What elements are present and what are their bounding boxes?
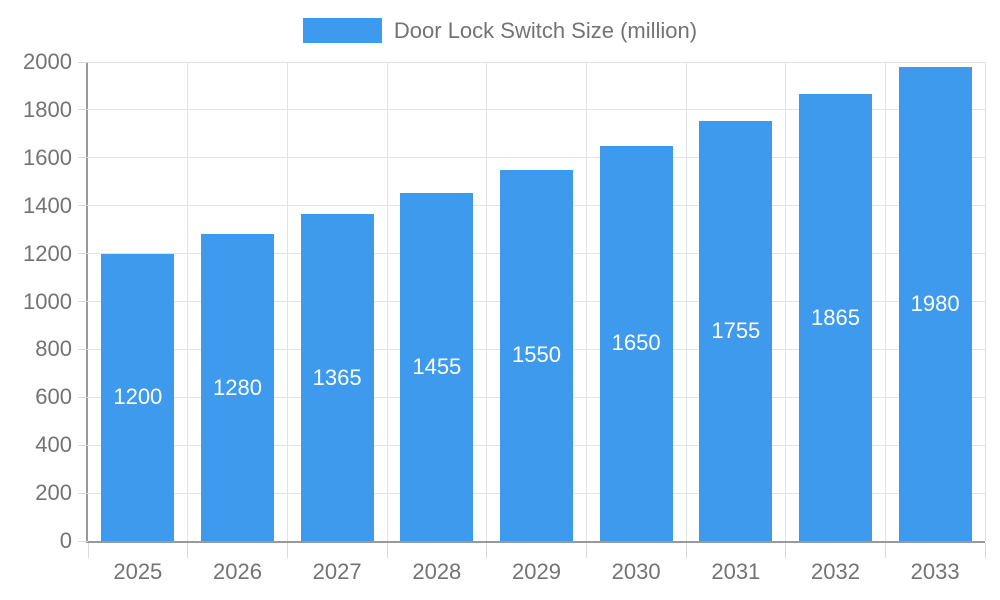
bar-value-label: 1650 [611,330,661,356]
x-gridline [984,62,986,541]
y-tick-mark [78,396,88,398]
y-tick-mark [78,540,88,542]
x-gridline [785,62,787,541]
bar-value-label: 1755 [711,317,761,343]
y-axis-tick-label: 1000 [23,288,72,314]
x-axis-tick-label: 2027 [312,559,362,584]
bar-value-label: 1365 [312,364,362,390]
bar[interactable]: 1455 [400,192,474,541]
x-axis-tick-label: 2025 [113,559,163,584]
x-gridline [486,62,488,541]
y-axis-tick-label: 200 [35,480,72,506]
x-tick-mark [486,543,488,558]
x-gridline [685,62,687,541]
bar-value-label: 1200 [113,384,163,410]
x-gridline [286,62,288,541]
y-axis-tick-label: 1600 [23,144,72,170]
x-tick-mark [884,543,886,558]
x-tick-mark [585,543,587,558]
y-tick-mark [78,157,88,159]
x-tick-mark [386,543,388,558]
x-gridline [884,62,886,541]
bar[interactable]: 1280 [201,234,274,541]
bar-value-label: 1980 [910,290,960,316]
plot-area: 1200 1280 1365 1455 1550 1650 1755 1865 1980 [86,61,986,543]
y-axis-tick-label: 2000 [23,49,72,74]
bar-value-label: 1280 [213,374,262,400]
y-tick-mark [78,492,88,494]
y-tick-mark [78,253,88,255]
x-axis-tick-label: 2030 [611,559,661,584]
y-gridline [88,109,985,111]
x-gridline [585,62,587,541]
x-axis-line [86,541,985,543]
y-axis-tick-label: 1400 [23,192,72,218]
bar[interactable]: 1755 [699,120,773,541]
bar-value-label: 1455 [412,353,462,379]
x-tick-mark [984,543,986,558]
y-tick-mark [78,444,88,446]
bar-value-label: 1865 [811,304,860,330]
y-gridline [88,157,985,159]
x-axis-tick-label: 2028 [412,559,462,584]
y-tick-mark [78,301,88,302]
x-axis-tick-label: 2029 [512,559,561,584]
y-axis-tick-label: 1800 [23,96,72,122]
y-axis-tick-label: 800 [35,336,72,362]
y-tick-mark [78,348,88,350]
bar[interactable]: 1200 [101,253,175,541]
bar[interactable]: 1650 [599,145,673,541]
x-tick-mark [187,543,189,558]
y-axis-tick-label: 400 [35,432,72,458]
x-axis-tick-label: 2026 [213,559,262,584]
y-tick-mark [78,205,88,207]
y-axis-tick-label: 0 [59,528,72,553]
bar[interactable]: 1365 [300,214,374,541]
x-tick-mark [87,543,89,558]
x-tick-mark [785,543,787,558]
y-axis-tick-label: 1200 [23,240,72,266]
y-axis-tick-label: 600 [35,384,72,410]
x-axis-tick-label: 2033 [910,559,960,584]
x-gridline [187,62,189,541]
x-tick-mark [685,543,687,558]
bar[interactable]: 1865 [799,94,872,541]
y-gridline [88,61,985,63]
legend-swatch-icon [302,18,382,43]
x-tick-mark [286,543,288,558]
bar-value-label: 1550 [512,342,561,368]
y-tick-mark [78,109,88,111]
x-axis-tick-label: 2032 [811,559,860,584]
bar[interactable]: 1550 [500,169,573,541]
legend-label: Door Lock Switch Size (million) [393,17,698,43]
x-axis-tick-label: 2031 [711,559,761,584]
bar[interactable]: 1980 [898,66,972,541]
y-tick-mark [78,61,88,63]
legend[interactable]: Door Lock Switch Size (million) [0,18,1000,43]
x-gridline [386,62,388,541]
